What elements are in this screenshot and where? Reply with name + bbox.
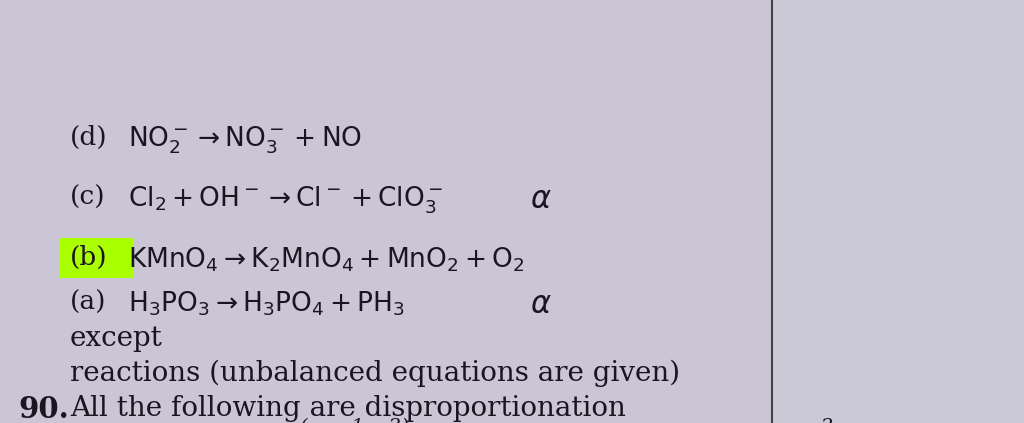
Text: (c): (c)	[70, 185, 105, 210]
Text: (       1    2): ( 1 2)	[300, 418, 409, 423]
Text: 2: 2	[820, 418, 833, 423]
Text: $\mathrm{H_3PO_3 \rightarrow H_3PO_4+PH_3}$: $\mathrm{H_3PO_3 \rightarrow H_3PO_4+PH_…	[128, 290, 406, 319]
Bar	[773, 0, 1024, 423]
Text: (d): (d)	[70, 125, 108, 150]
Text: $\mathrm{KMnO_4 \rightarrow K_2MnO_4 + MnO_2+O_2}$: $\mathrm{KMnO_4 \rightarrow K_2MnO_4 + M…	[128, 245, 524, 274]
Text: except: except	[70, 325, 163, 352]
Text: reactions (unbalanced equations are given): reactions (unbalanced equations are give…	[70, 360, 680, 387]
Text: $\alpha$: $\alpha$	[530, 185, 552, 214]
Text: $\alpha$: $\alpha$	[530, 290, 552, 319]
FancyBboxPatch shape	[60, 238, 134, 278]
Text: $\mathrm{NO_2^- \rightarrow NO_3^-+NO}$: $\mathrm{NO_2^- \rightarrow NO_3^-+NO}$	[128, 125, 362, 157]
Text: (a): (a)	[70, 290, 106, 315]
Text: 90.: 90.	[18, 395, 69, 423]
Text: (b): (b)	[70, 245, 108, 270]
Text: $\mathrm{Cl_2+OH^- \rightarrow Cl^-+ClO_3^-}$: $\mathrm{Cl_2+OH^- \rightarrow Cl^-+ClO_…	[128, 185, 443, 217]
Text: All the following are disproportionation: All the following are disproportionation	[70, 395, 626, 422]
